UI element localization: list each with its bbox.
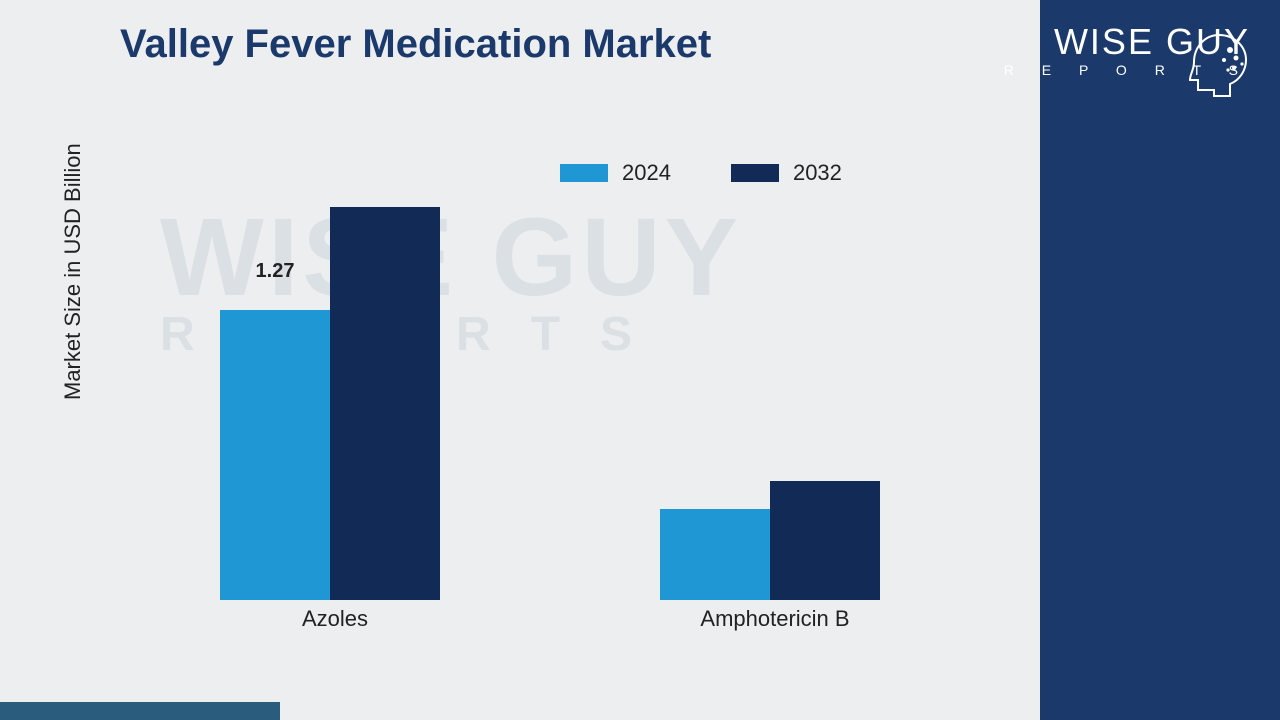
bar-amphotericin-2032 bbox=[770, 481, 880, 600]
bar-amphotericin-2024 bbox=[660, 509, 770, 600]
legend-swatch-2032 bbox=[731, 164, 779, 182]
chart-title: Valley Fever Medication Market bbox=[120, 22, 711, 67]
legend: 2024 2032 bbox=[560, 160, 842, 186]
brand-head-icon bbox=[1184, 30, 1254, 100]
brand-panel bbox=[1040, 0, 1280, 720]
category-label-amphotericin: Amphotericin B bbox=[660, 600, 890, 631]
bar-azoles-2024 bbox=[220, 310, 330, 600]
category-label-azoles: Azoles bbox=[220, 600, 450, 631]
brand-logo: WISE GUY R E P O R T S bbox=[990, 24, 1250, 78]
bar-azoles-2032 bbox=[330, 207, 440, 600]
legend-item-2032: 2032 bbox=[731, 160, 842, 186]
legend-item-2024: 2024 bbox=[560, 160, 671, 186]
bar-value-azoles-2024: 1.27 bbox=[256, 260, 295, 283]
legend-label-2032: 2032 bbox=[793, 160, 842, 186]
y-axis-label: Market Size in USD Billion bbox=[60, 143, 86, 400]
accent-bar bbox=[0, 702, 280, 720]
chart-card: WISE GUY REPORTS Valley Fever Medication… bbox=[0, 0, 1280, 720]
plot-area: 1.27 Azoles Amphotericin B bbox=[180, 200, 920, 640]
legend-swatch-2024 bbox=[560, 164, 608, 182]
legend-label-2024: 2024 bbox=[622, 160, 671, 186]
